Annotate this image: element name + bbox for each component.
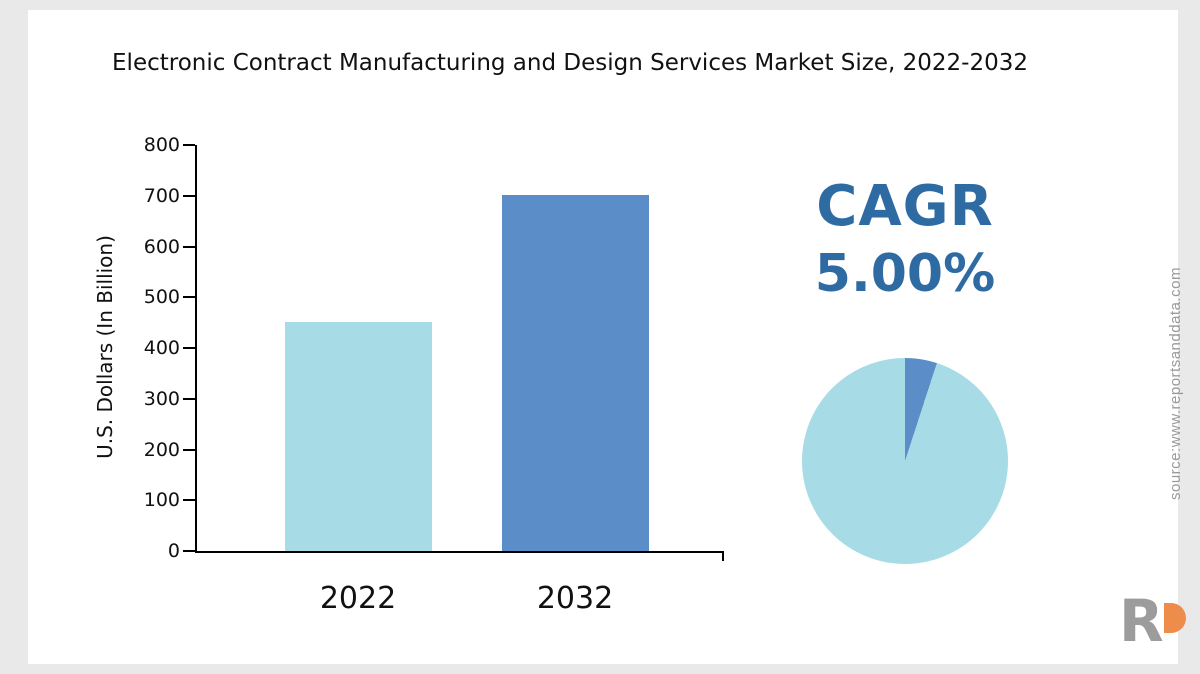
logo-letter-r: R: [1122, 590, 1164, 648]
source-text: source:www.reportsanddata.com: [1167, 267, 1184, 500]
y-axis-tick: [183, 144, 195, 146]
cagr-value: 5.00%: [814, 243, 996, 304]
logo-accent-shape: [1164, 603, 1186, 633]
y-axis-tick: [183, 245, 195, 248]
bar-2032: [501, 194, 649, 551]
y-axis-tick: [183, 296, 195, 299]
cagr-pie-chart: [802, 358, 1008, 564]
cagr-label: CAGR: [816, 174, 994, 239]
y-axis-tick: [183, 397, 195, 400]
y-axis-tick-label: 700: [143, 184, 180, 207]
y-axis-tick-label: 800: [143, 134, 180, 156]
y-axis-tick-label: 500: [143, 286, 180, 309]
brand-logo: R: [1119, 587, 1186, 655]
y-axis-tick: [183, 550, 195, 552]
y-axis-tick: [183, 194, 195, 197]
x-axis-end-tick: [722, 553, 724, 561]
y-axis-tick-label: 200: [143, 438, 180, 461]
x-axis-category-label: 2022: [319, 581, 397, 616]
chart-title: Electronic Contract Manufacturing and De…: [112, 50, 1028, 76]
cagr-block: CAGR 5.00%: [788, 174, 1022, 304]
plot-area: 0 100 200 300 400 500 600 700 800 2022 2032: [144, 134, 724, 616]
y-axis-tick-label: 300: [143, 387, 180, 410]
y-axis-tick-label: 600: [143, 235, 180, 258]
y-axis-label: U.S. Dollars (In Billion): [93, 235, 117, 459]
y-axis-tick: [183, 347, 195, 349]
y-axis-tick: [183, 448, 195, 451]
x-axis-category-label: 2032: [536, 581, 614, 616]
y-axis-tick: [183, 499, 195, 502]
y-axis-tick-label: 400: [143, 337, 180, 359]
y-axis-tick-label: 0: [167, 540, 180, 562]
bar-2022: [284, 321, 432, 551]
y-axis-tick-label: 100: [143, 489, 180, 512]
